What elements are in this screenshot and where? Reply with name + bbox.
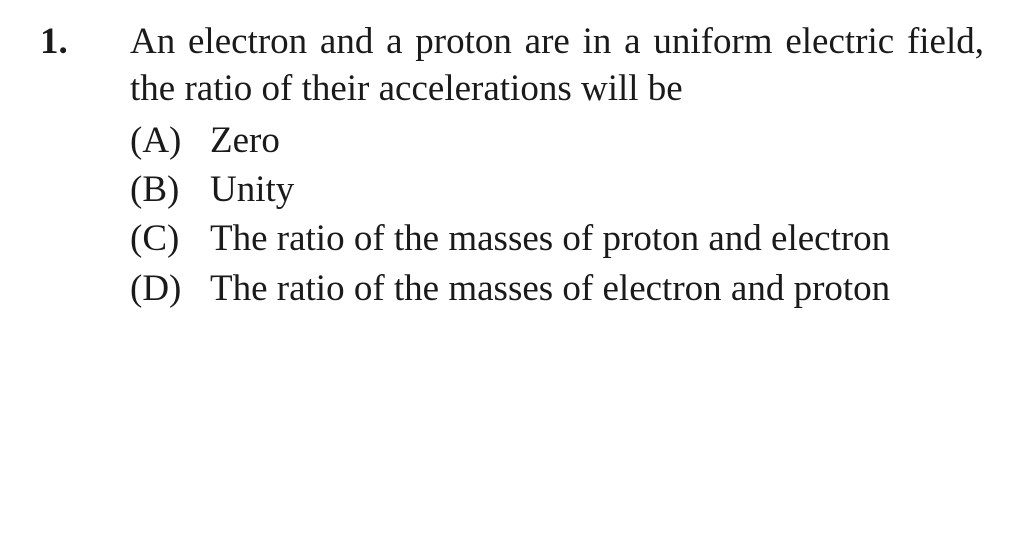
option-a-text: Zero [210,117,984,164]
option-b-text: Unity [210,166,984,213]
option-c-label: (C) [130,215,210,262]
question-body: An electron and a proton are in a unifor… [130,18,984,312]
question-row: 1. An electron and a proton are in a uni… [40,18,984,312]
option-c: (C) The ratio of the masses of proton an… [130,215,984,262]
option-d: (D) The ratio of the masses of electron … [130,265,984,312]
options-list: (A) Zero (B) Unity (C) The ratio of the … [130,117,984,312]
option-c-text: The ratio of the masses of proton and el… [210,215,984,262]
question-number: 1. [40,18,130,65]
option-b: (B) Unity [130,166,984,213]
option-b-label: (B) [130,166,210,213]
option-d-text: The ratio of the masses of electron and … [210,265,984,312]
option-a: (A) Zero [130,117,984,164]
question-page: 1. An electron and a proton are in a uni… [0,0,1024,552]
question-stem: An electron and a proton are in a unifor… [130,18,984,113]
option-d-label: (D) [130,265,210,312]
option-a-label: (A) [130,117,210,164]
